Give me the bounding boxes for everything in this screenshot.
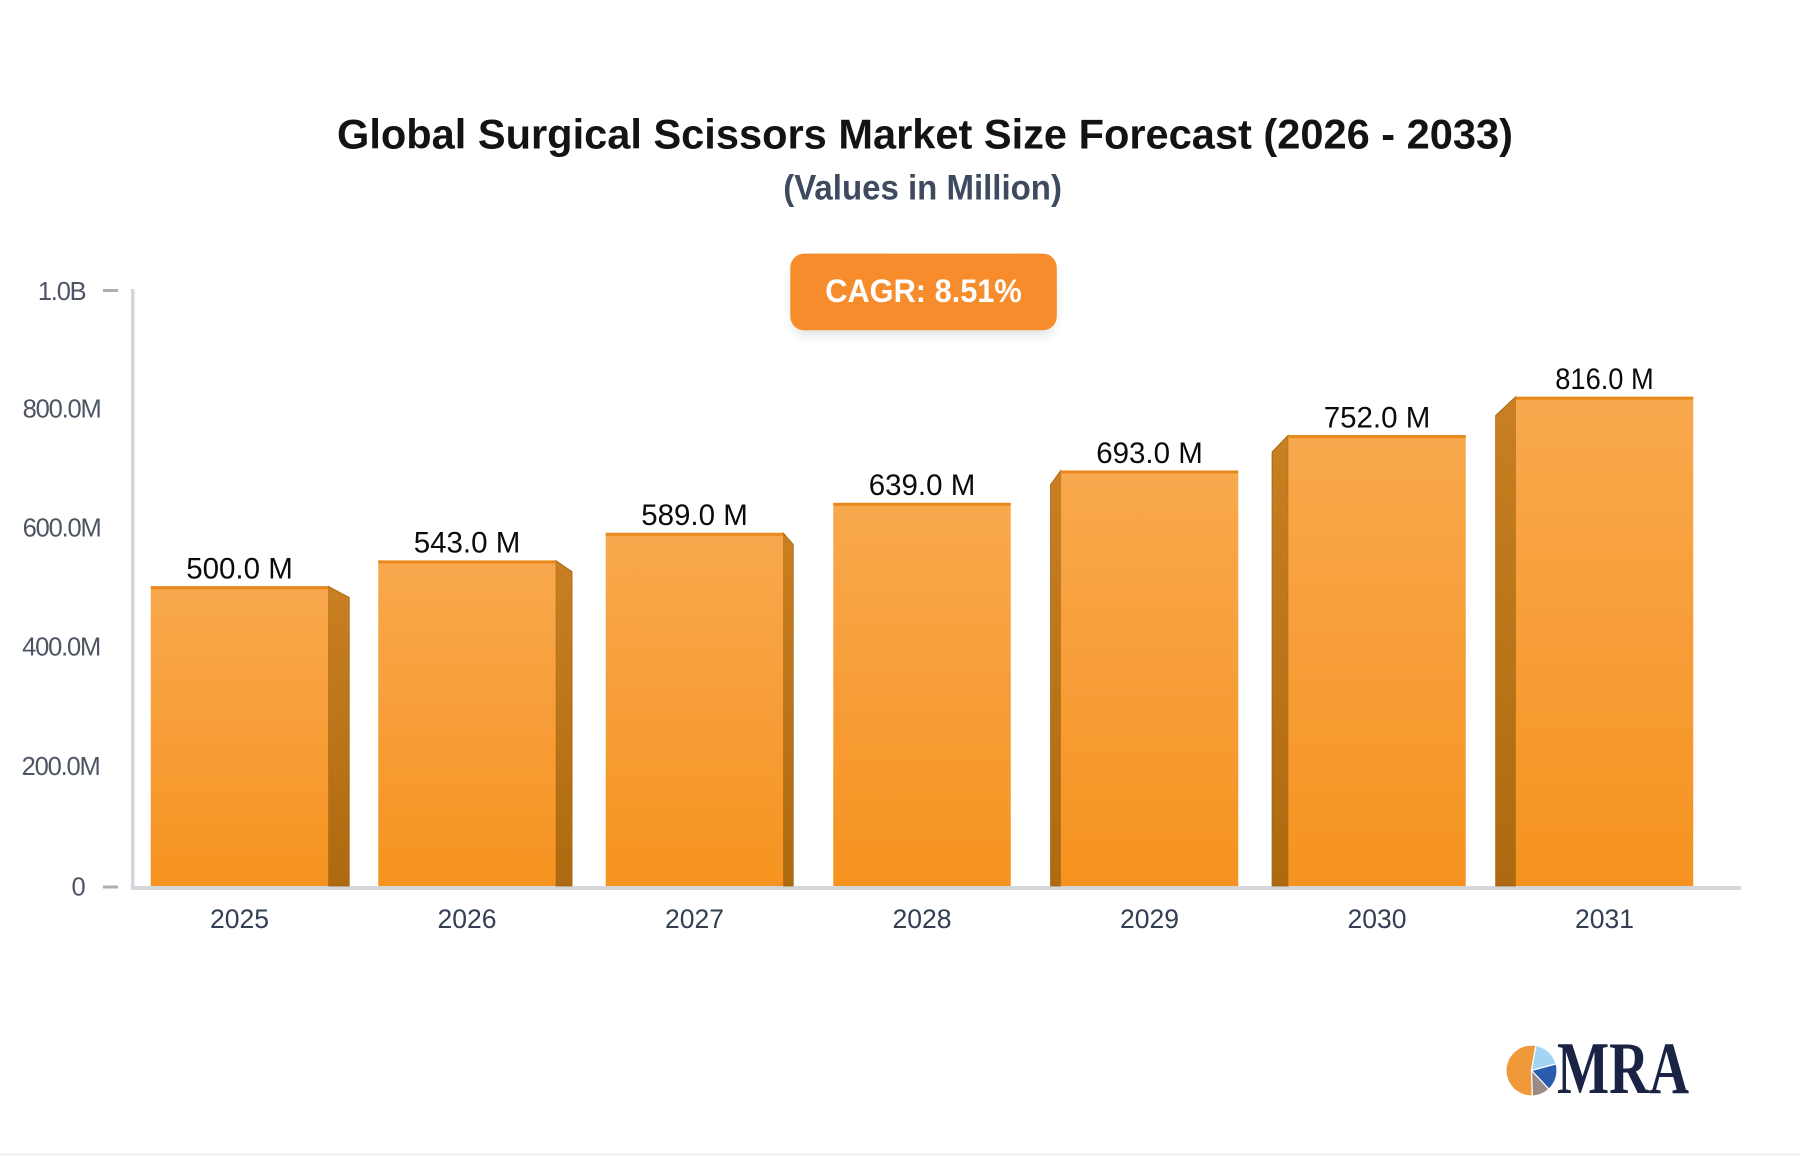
- svg-text:200.0M: 200.0M: [22, 753, 100, 781]
- svg-text:543.0 M: 543.0 M: [414, 527, 521, 560]
- svg-text:2028: 2028: [893, 904, 952, 934]
- svg-text:2029: 2029: [1120, 904, 1179, 934]
- svg-text:(Values in Million): (Values in Million): [783, 169, 1062, 208]
- svg-text:816.0 M: 816.0 M: [1555, 363, 1654, 396]
- svg-text:589.0 M: 589.0 M: [641, 499, 748, 532]
- svg-text:2031: 2031: [1575, 904, 1634, 934]
- svg-text:MRA: MRA: [1557, 1028, 1689, 1110]
- svg-text:Global Surgical Scissors Marke: Global Surgical Scissors Market Size For…: [337, 111, 1513, 158]
- svg-text:2026: 2026: [438, 904, 497, 934]
- svg-text:752.0 M: 752.0 M: [1324, 401, 1431, 434]
- svg-text:0: 0: [72, 874, 86, 902]
- svg-text:500.0 M: 500.0 M: [186, 553, 293, 586]
- svg-text:1.0B: 1.0B: [38, 278, 86, 306]
- svg-text:2025: 2025: [210, 904, 269, 934]
- svg-text:693.0 M: 693.0 M: [1096, 437, 1203, 470]
- svg-text:800.0M: 800.0M: [23, 396, 101, 424]
- svg-text:2030: 2030: [1348, 904, 1407, 934]
- svg-text:600.0M: 600.0M: [23, 515, 101, 543]
- svg-text:400.0M: 400.0M: [22, 634, 100, 662]
- svg-text:639.0 M: 639.0 M: [869, 469, 976, 502]
- svg-text:2027: 2027: [665, 904, 724, 934]
- svg-text:CAGR: 8.51%: CAGR: 8.51%: [825, 273, 1022, 309]
